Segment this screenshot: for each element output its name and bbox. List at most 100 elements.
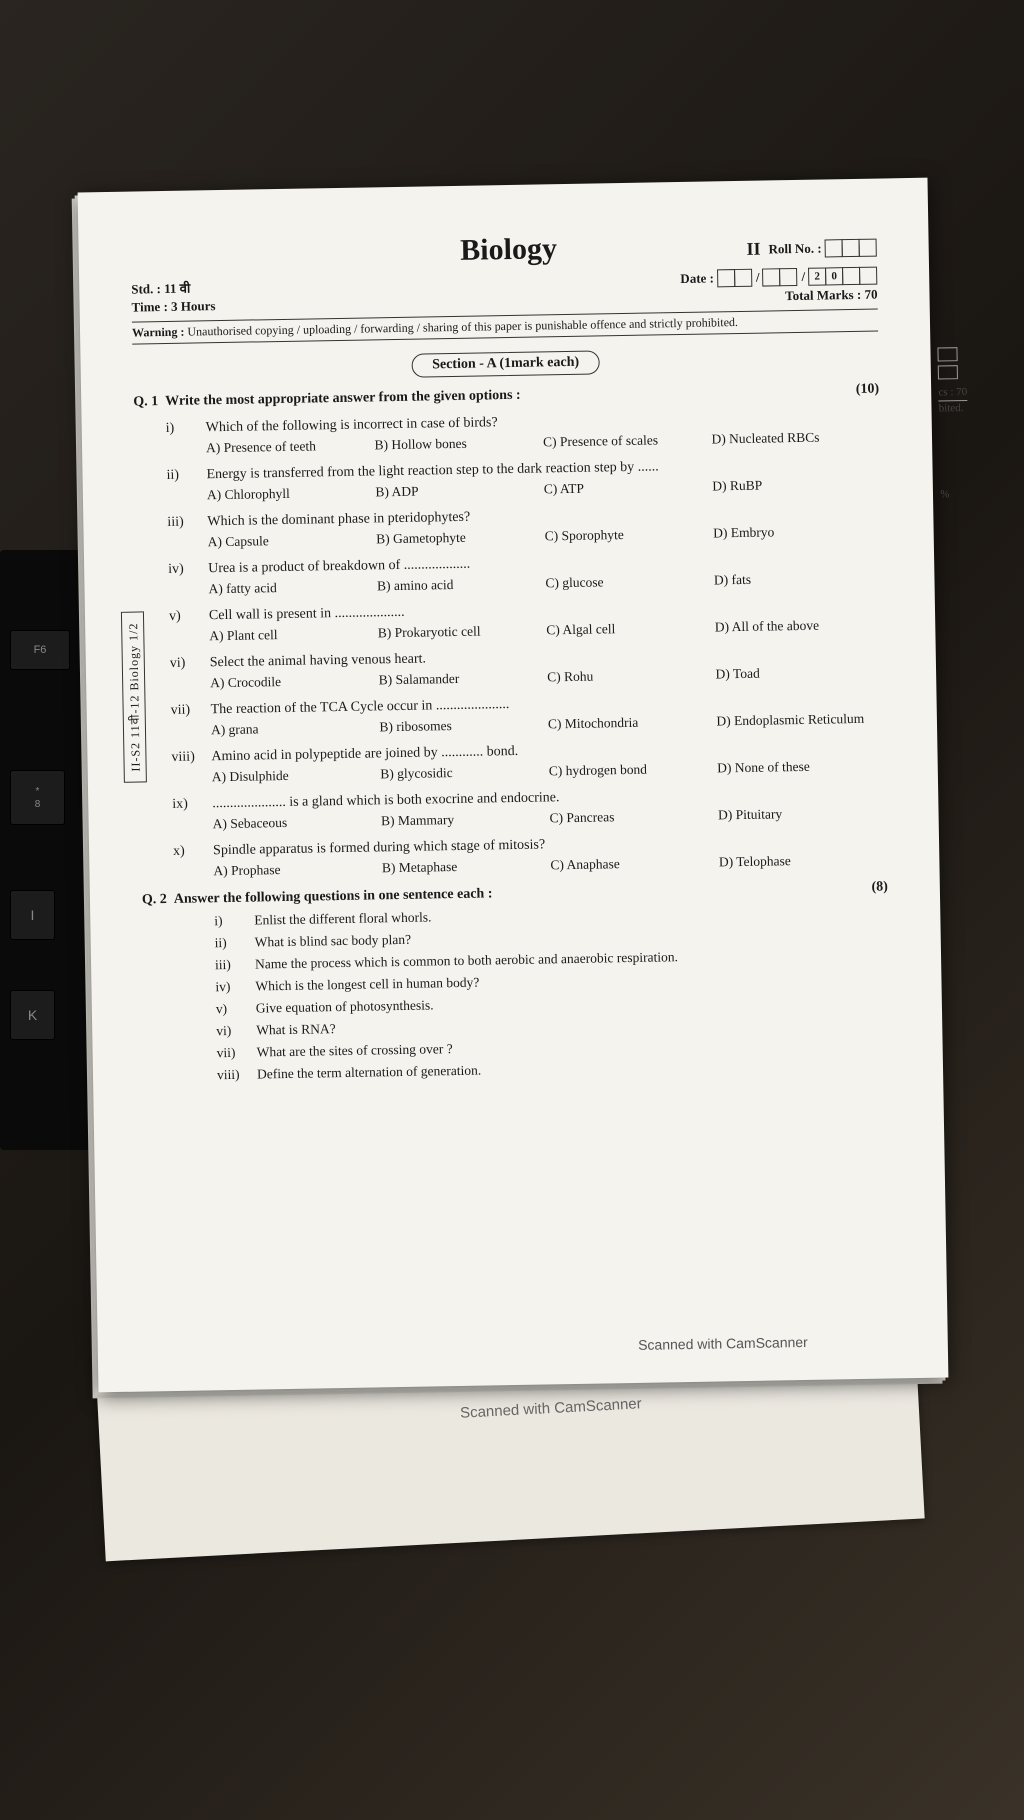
peek-marks: cs : 70 <box>938 385 967 401</box>
sq-text: What is RNA? <box>256 1021 336 1038</box>
key-k: K <box>10 990 55 1040</box>
date-box <box>717 269 735 287</box>
peek-box <box>938 347 958 361</box>
side-page-label: II-S2 11वी-12 Biology 1/2 <box>121 611 147 782</box>
mcq-text: Select the animal having venous heart. <box>210 649 426 674</box>
sq-num: vii) <box>216 1045 244 1061</box>
paper-content: Biology II Roll No. : Std. : 11 वी Date … <box>78 178 949 1393</box>
date-box <box>779 268 797 286</box>
q1-text: Write the most appropriate answer from t… <box>165 388 521 409</box>
roll-number-area: II Roll No. : <box>746 237 876 260</box>
mcq-option: C) Rohu <box>547 666 716 685</box>
date-day-boxes <box>718 269 752 288</box>
mcq-num: x) <box>173 840 201 861</box>
mcq-option: A) Plant cell <box>209 625 378 644</box>
date-box <box>859 267 877 285</box>
q2-text: Answer the following questions in one se… <box>174 886 493 907</box>
q1-num: Q. 1 <box>133 394 158 409</box>
mcq-option: C) Anaphase <box>550 854 719 873</box>
mcq-option: B) amino acid <box>377 575 546 594</box>
mcq-option: A) Crocodile <box>210 672 379 691</box>
sq-text: Name the process which is common to both… <box>255 949 678 972</box>
q1-items: i) Which of the following is incorrect in… <box>134 406 888 881</box>
std-label: Std. : 11 वी <box>131 279 190 298</box>
mcq-num: i) <box>166 418 194 439</box>
mcq-option: B) Hollow bones <box>374 434 543 453</box>
mcq-option: A) Capsule <box>208 531 377 550</box>
mcq-option: B) Gametophyte <box>376 528 545 547</box>
sq-text: Give equation of photosynthesis. <box>256 997 434 1016</box>
mcq-option: A) Prophase <box>213 860 382 879</box>
sq-text: Enlist the different floral whorls. <box>254 909 431 928</box>
q1-header: Q. 1 Write the most appropriate answer f… <box>133 382 879 411</box>
key-i: I <box>10 890 55 940</box>
mcq-option: B) Salamander <box>379 669 548 688</box>
mcq-num: iii) <box>167 512 195 533</box>
subject-title: Biology <box>270 229 746 271</box>
mcq-text: Which is the dominant phase in pteridoph… <box>207 507 470 533</box>
q2-marks: (8) <box>871 879 888 895</box>
mcq-option: D) Endoplasmic Reticulum <box>716 711 885 730</box>
roll-boxes <box>826 238 877 257</box>
date-area: Date : / / 2 0 <box>680 267 877 288</box>
mcq-option: C) glucose <box>545 572 714 591</box>
date-year-boxes: 2 0 <box>809 267 877 286</box>
mcq-option: B) ADP <box>375 481 544 500</box>
underlying-page-peek: cs : 70 bited. % <box>938 347 969 503</box>
roll-box <box>825 239 843 257</box>
mcq-option: A) Sebaceous <box>212 813 381 832</box>
mcq-option: C) Mitochondria <box>548 713 717 732</box>
mcq-option: A) Disulphide <box>212 766 381 785</box>
key-star: *8 <box>10 770 65 825</box>
mcq-text: Spindle apparatus is formed during which… <box>213 834 545 861</box>
date-box: 0 <box>825 267 843 285</box>
mcq-option: C) Sporophyte <box>545 525 714 544</box>
sq-num: iii) <box>215 957 243 973</box>
mcq-num: iv) <box>168 558 196 579</box>
mcq-option: C) hydrogen bond <box>549 760 718 779</box>
sq-text: Define the term alternation of generatio… <box>257 1063 481 1083</box>
mcq-option: B) ribosomes <box>379 716 548 735</box>
mcq-text: Cell wall is present in ................… <box>209 602 405 626</box>
section-a-badge: Section - A (1mark each) <box>411 350 600 377</box>
key-star-label: * <box>36 786 40 797</box>
q2-items: i)Enlist the different floral whorls.ii)… <box>142 901 891 1084</box>
sq-text: What are the sites of crossing over ? <box>256 1041 452 1060</box>
time-label: Time : 3 Hours <box>131 298 215 315</box>
mcq-option: A) Presence of teeth <box>206 437 375 456</box>
q2-num: Q. 2 <box>142 892 167 907</box>
mcq-option: D) RuBP <box>712 476 881 495</box>
date-box <box>734 269 752 287</box>
warning-label: Warning : <box>132 325 185 340</box>
mcq-option: C) ATP <box>544 478 713 497</box>
mcq-option: B) Mammary <box>381 810 550 829</box>
mcq-option: D) Toad <box>715 664 884 683</box>
mcq-option: D) Telophase <box>719 851 888 870</box>
sq-text: What is blind sac body plan? <box>255 932 412 951</box>
roll-label: Roll No. : <box>768 240 821 257</box>
sq-num: iv) <box>215 979 243 995</box>
key-eight-label: 8 <box>35 799 41 810</box>
mcq-option: D) None of these <box>717 757 886 776</box>
mcq-num: ii) <box>166 465 194 486</box>
roll-box <box>842 238 860 256</box>
mcq-option: D) fats <box>714 570 883 589</box>
mcq-option: A) Chlorophyll <box>207 484 376 503</box>
mcq-text: Amino acid in polypeptide are joined by … <box>211 741 518 767</box>
header-row: Biology II Roll No. : <box>130 227 876 274</box>
mcq-option: A) fatty acid <box>208 578 377 597</box>
mcq-option: D) All of the above <box>715 617 884 636</box>
mcq-option: C) Presence of scales <box>543 431 712 450</box>
roll-box <box>859 238 877 256</box>
mcq-option: B) Prokaryotic cell <box>378 622 547 641</box>
date-box: 2 <box>808 267 826 285</box>
mcq-option: D) Embryo <box>713 523 882 542</box>
mcq-option: A) grana <box>211 719 380 738</box>
mcq-text: Which of the following is incorrect in c… <box>206 412 498 438</box>
mcq-num: vi) <box>170 652 198 673</box>
q1-marks: (10) <box>856 382 880 398</box>
mcq-option: C) Pancreas <box>549 807 718 826</box>
peek-box <box>938 365 958 379</box>
paper-code: II <box>746 239 760 260</box>
mcq-num: vii) <box>170 699 198 720</box>
